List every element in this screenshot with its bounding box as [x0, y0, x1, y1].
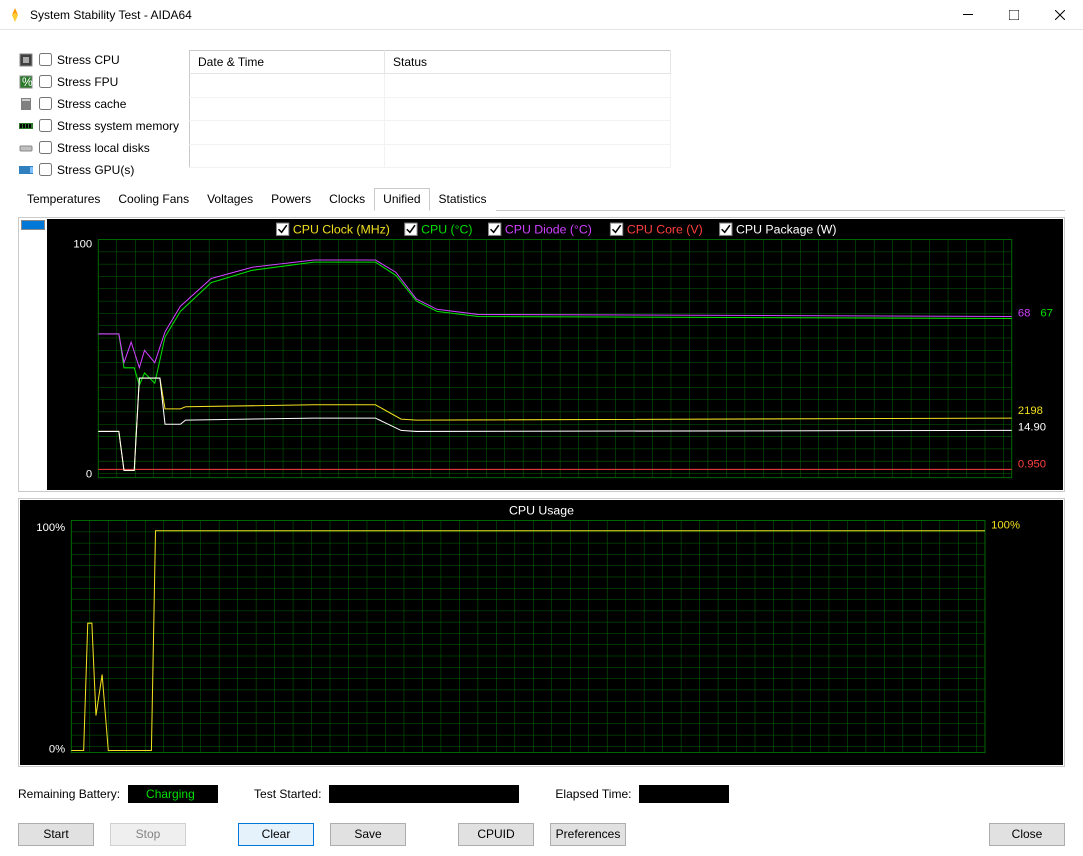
window-title: System Stability Test - AIDA64	[30, 8, 945, 22]
stress-cache-checkbox[interactable]	[39, 97, 52, 110]
tab-strip: Temperatures Cooling Fans Voltages Power…	[18, 187, 1065, 211]
maximize-button[interactable]	[991, 0, 1037, 30]
app-icon	[0, 7, 30, 23]
button-row: Start Stop Clear Save CPUID Preferences …	[18, 823, 1065, 846]
fpu-icon: %	[18, 74, 34, 90]
svg-text:100%: 100%	[36, 522, 65, 534]
svg-text:0.950: 0.950	[1018, 458, 1046, 470]
tab-cooling-fans[interactable]: Cooling Fans	[109, 188, 198, 211]
svg-text:CPU Package (W): CPU Package (W)	[736, 222, 836, 236]
tab-unified[interactable]: Unified	[374, 188, 429, 211]
stress-fpu-row: % Stress FPU	[18, 72, 179, 91]
close-window-button[interactable]	[1037, 0, 1083, 30]
tab-voltages[interactable]: Voltages	[198, 188, 262, 211]
close-button[interactable]: Close	[989, 823, 1065, 846]
log-table: Date & Time Status	[189, 50, 671, 168]
chart-side-strip[interactable]	[20, 219, 46, 490]
tab-clocks[interactable]: Clocks	[320, 188, 374, 211]
svg-text:2198: 2198	[1018, 405, 1043, 417]
save-button[interactable]: Save	[330, 823, 406, 846]
svg-text:CPU Clock (MHz): CPU Clock (MHz)	[293, 222, 390, 236]
unified-chart: CPU Clock (MHz) CPU (°C) CPU Diode (°C) CPU…	[47, 219, 1063, 490]
stress-fpu-label: Stress FPU	[57, 75, 118, 89]
elapsed-label: Elapsed Time:	[555, 787, 631, 801]
elapsed-value	[639, 785, 729, 803]
svg-text:14.90: 14.90	[1018, 421, 1046, 433]
log-row	[190, 74, 671, 98]
log-col-status[interactable]: Status	[385, 51, 671, 74]
stop-button[interactable]: Stop	[110, 823, 186, 846]
svg-text:67: 67	[1040, 307, 1053, 319]
cpuid-button[interactable]: CPUID	[458, 823, 534, 846]
cpu-usage-chart-container: CPU Usage 100% 0% 100%	[18, 498, 1065, 767]
memory-icon	[18, 118, 34, 134]
svg-text:CPU (°C): CPU (°C)	[421, 222, 472, 236]
tab-temperatures[interactable]: Temperatures	[18, 188, 109, 211]
tab-statistics[interactable]: Statistics	[430, 188, 496, 211]
stress-cache-label: Stress cache	[57, 97, 126, 111]
stress-cpu-row: Stress CPU	[18, 50, 179, 69]
top-panel: Stress CPU % Stress FPU Stress cache Str…	[18, 50, 1065, 179]
stress-memory-label: Stress system memory	[57, 119, 179, 133]
preferences-button[interactable]: Preferences	[550, 823, 626, 846]
log-row	[190, 121, 671, 145]
start-button[interactable]: Start	[18, 823, 94, 846]
battery-value: Charging	[128, 785, 218, 803]
clear-button[interactable]: Clear	[238, 823, 314, 846]
unified-chart-container: CPU Clock (MHz) CPU (°C) CPU Diode (°C) CPU…	[18, 217, 1065, 492]
svg-text:100%: 100%	[991, 520, 1020, 532]
stress-cache-row: Stress cache	[18, 94, 179, 113]
svg-text:CPU Diode (°C): CPU Diode (°C)	[505, 222, 592, 236]
stress-disk-label: Stress local disks	[57, 141, 150, 155]
stress-gpu-row: Stress GPU(s)	[18, 160, 179, 179]
stress-disk-row: Stress local disks	[18, 138, 179, 157]
svg-text:0: 0	[86, 469, 92, 481]
log-row	[190, 144, 671, 168]
tab-powers[interactable]: Powers	[262, 188, 320, 211]
gpu-icon	[18, 162, 34, 178]
svg-text:100: 100	[73, 239, 92, 251]
stress-options: Stress CPU % Stress FPU Stress cache Str…	[18, 50, 179, 179]
stress-cpu-label: Stress CPU	[57, 53, 120, 67]
svg-text:CPU Usage: CPU Usage	[509, 503, 574, 517]
svg-text:0%: 0%	[49, 743, 65, 755]
log-row	[190, 97, 671, 121]
stress-disk-checkbox[interactable]	[39, 141, 52, 154]
cache-icon	[18, 96, 34, 112]
stress-fpu-checkbox[interactable]	[39, 75, 52, 88]
stress-gpu-checkbox[interactable]	[39, 163, 52, 176]
test-started-label: Test Started:	[254, 787, 321, 801]
disk-icon	[18, 140, 34, 156]
cpu-usage-chart: CPU Usage 100% 0% 100%	[20, 500, 1063, 765]
cpu-icon	[18, 52, 34, 68]
title-bar: System Stability Test - AIDA64	[0, 0, 1083, 30]
stress-memory-row: Stress system memory	[18, 116, 179, 135]
battery-label: Remaining Battery:	[18, 787, 120, 801]
stress-cpu-checkbox[interactable]	[39, 53, 52, 66]
svg-text:%: %	[22, 75, 33, 89]
minimize-button[interactable]	[945, 0, 991, 30]
stress-gpu-label: Stress GPU(s)	[57, 163, 134, 177]
svg-text:CPU Core (V): CPU Core (V)	[627, 222, 703, 236]
stress-memory-checkbox[interactable]	[39, 119, 52, 132]
test-started-value	[329, 785, 519, 803]
log-col-datetime[interactable]: Date & Time	[190, 51, 385, 74]
strip-marker	[21, 220, 45, 230]
svg-text:68: 68	[1018, 307, 1031, 319]
status-bar: Remaining Battery: Charging Test Started…	[18, 785, 1065, 803]
